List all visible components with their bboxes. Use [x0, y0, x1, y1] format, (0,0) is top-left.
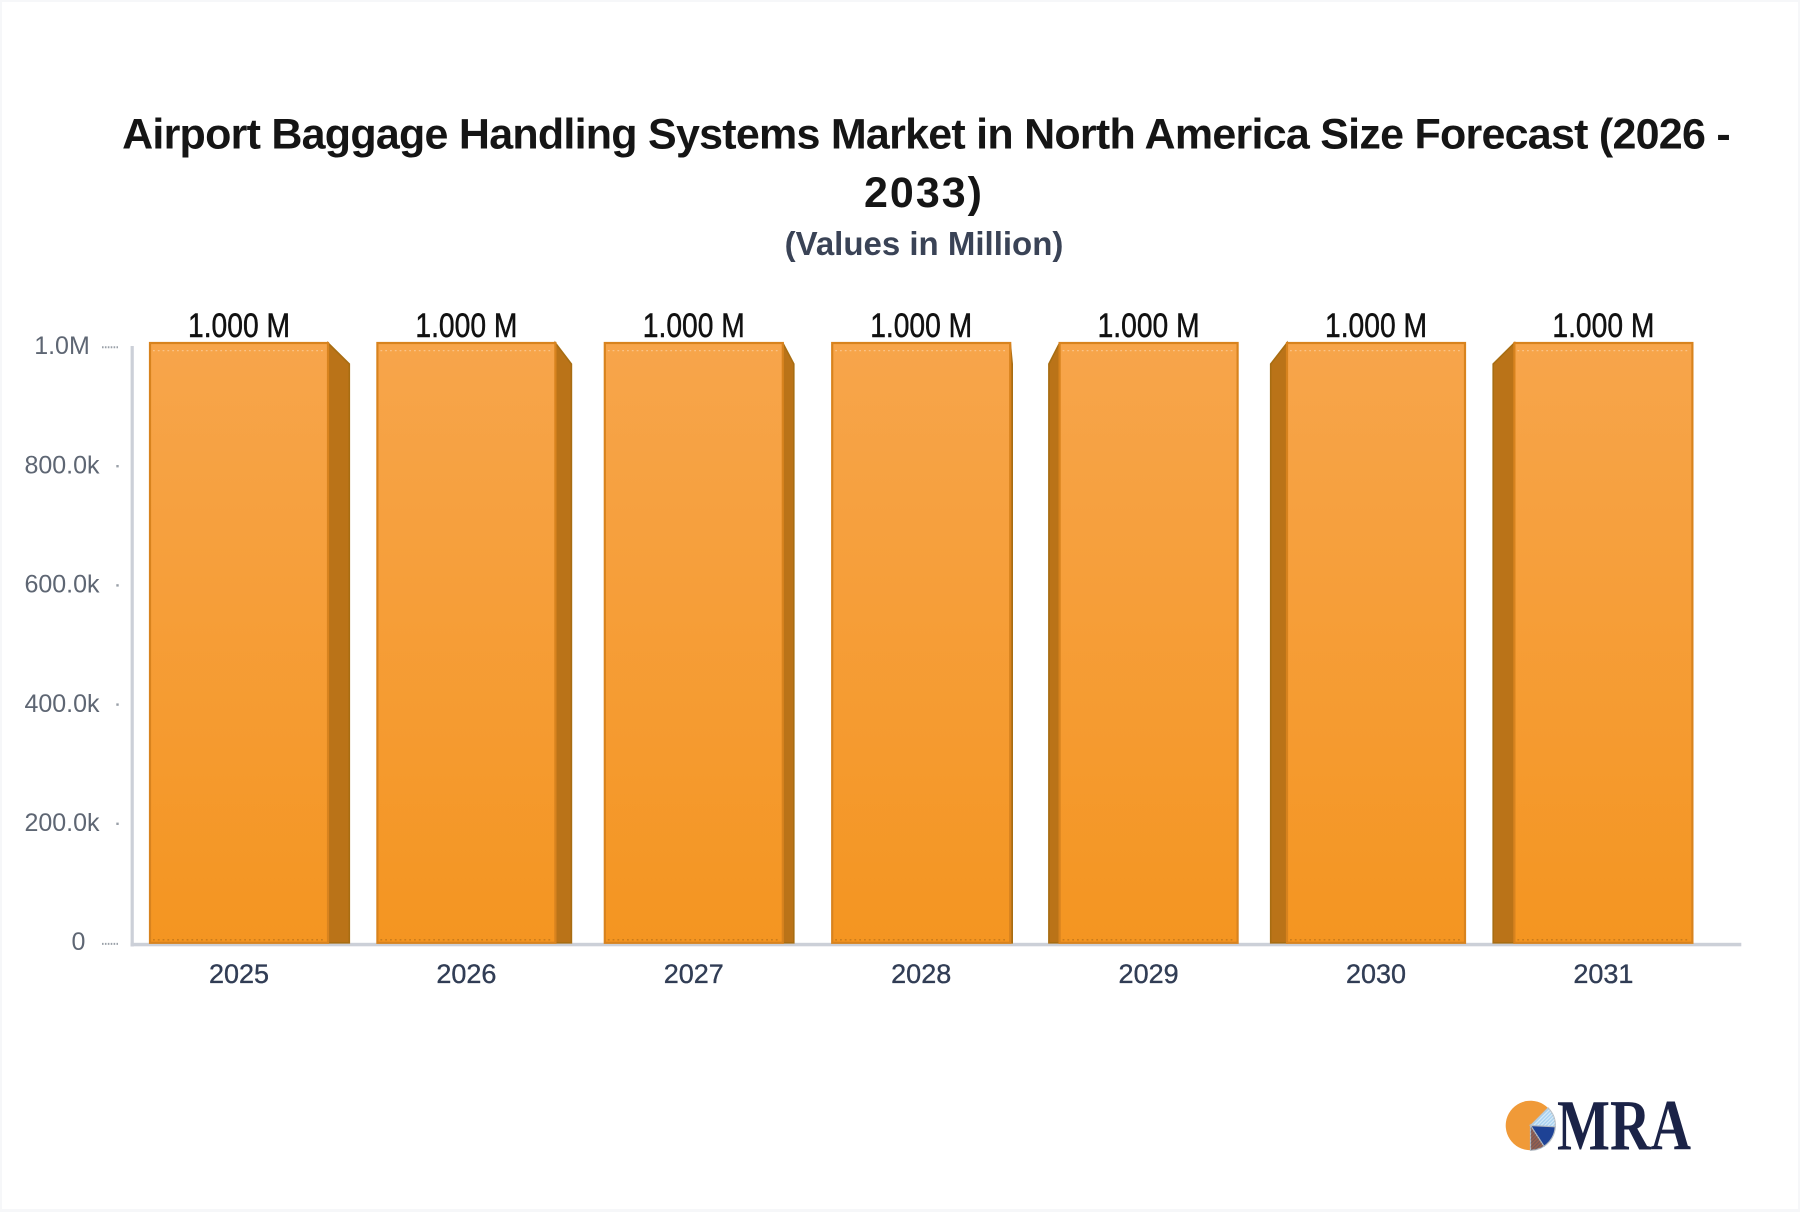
- svg-text:1.000 M: 1.000 M: [1098, 307, 1200, 345]
- svg-text:2026: 2026: [436, 959, 496, 989]
- svg-text:1.000 M: 1.000 M: [415, 307, 517, 345]
- svg-text:0: 0: [72, 928, 86, 956]
- svg-text:1.0M: 1.0M: [34, 332, 90, 360]
- svg-text:1.000 M: 1.000 M: [1325, 307, 1427, 345]
- svg-text:1.000 M: 1.000 M: [188, 307, 290, 345]
- svg-text:Airport Baggage Handling Syste: Airport Baggage Handling Systems Market …: [122, 111, 1730, 159]
- svg-text:800.0k: 800.0k: [24, 451, 100, 479]
- svg-text:2031: 2031: [1573, 959, 1633, 989]
- svg-text:(Values in Million): (Values in Million): [785, 225, 1064, 262]
- svg-text:2029: 2029: [1119, 959, 1179, 989]
- svg-text:400.0k: 400.0k: [24, 690, 100, 718]
- svg-text:2033): 2033): [864, 169, 984, 217]
- svg-text:1.000 M: 1.000 M: [1552, 307, 1654, 345]
- svg-text:2025: 2025: [209, 959, 269, 989]
- svg-text:MRA: MRA: [1557, 1084, 1691, 1165]
- svg-text:1.000 M: 1.000 M: [643, 307, 745, 345]
- svg-text:2030: 2030: [1346, 959, 1406, 989]
- svg-text:2027: 2027: [664, 959, 724, 989]
- svg-text:600.0k: 600.0k: [24, 571, 100, 599]
- svg-text:200.0k: 200.0k: [24, 809, 100, 837]
- svg-text:2028: 2028: [891, 959, 951, 989]
- svg-text:1.000 M: 1.000 M: [870, 307, 972, 345]
